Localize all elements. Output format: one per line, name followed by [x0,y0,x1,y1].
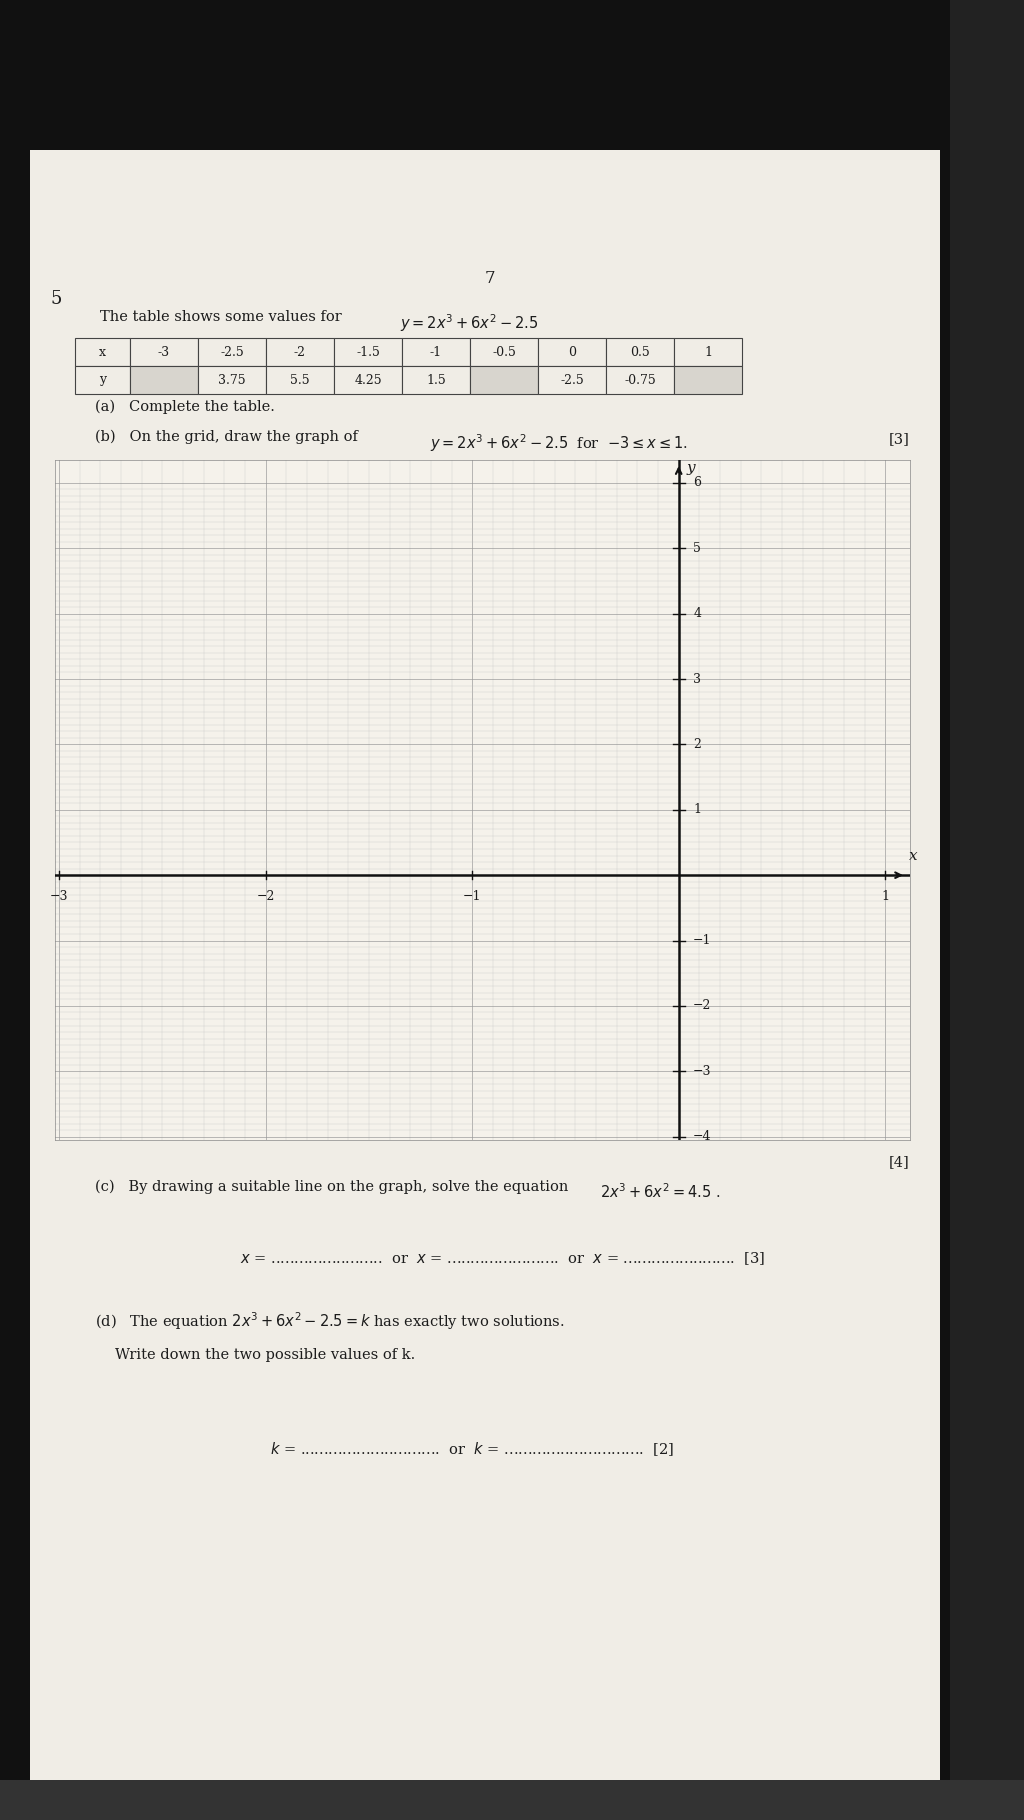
Text: 5.5: 5.5 [290,373,310,386]
Text: 6: 6 [693,477,701,490]
Text: -2.5: -2.5 [560,373,584,386]
Text: y: y [99,373,106,386]
Bar [538,366,606,393]
Text: 0: 0 [568,346,575,359]
Bar [674,339,742,366]
Text: -0.5: -0.5 [493,346,516,359]
Bar [606,339,674,366]
Bar [198,366,266,393]
Text: 4: 4 [693,608,701,621]
Text: 1.5: 1.5 [426,373,445,386]
Text: (a)   Complete the table.: (a) Complete the table. [95,400,274,415]
Text: -3: -3 [158,346,170,359]
Text: $y = 2x^3 + 6x^2 - 2.5$  for  $-3 \leq x \leq 1$.: $y = 2x^3 + 6x^2 - 2.5$ for $-3 \leq x \… [430,431,688,453]
Text: 1: 1 [705,346,712,359]
Text: x: x [909,850,918,863]
Text: −2: −2 [693,999,712,1012]
Text: y: y [687,460,695,475]
Text: (b)   On the grid, draw the graph of: (b) On the grid, draw the graph of [95,430,357,444]
Text: 1: 1 [882,890,889,903]
Bar [130,366,198,393]
Text: −3: −3 [693,1065,712,1077]
Text: (d)   The equation $2x^3 + 6x^2 - 2.5 = k$ has exactly two solutions.: (d) The equation $2x^3 + 6x^2 - 2.5 = k$… [95,1310,564,1332]
Text: −2: −2 [256,890,274,903]
Text: −1: −1 [693,934,712,946]
Text: −1: −1 [463,890,481,903]
Text: 3: 3 [693,673,701,686]
Bar [470,366,538,393]
Text: The table shows some values for: The table shows some values for [100,309,342,324]
Text: −3: −3 [50,890,69,903]
Text: −4: −4 [693,1130,712,1143]
Bar [950,0,1024,1820]
Bar [130,339,198,366]
Bar [538,339,606,366]
Bar [266,339,334,366]
Text: -1: -1 [430,346,442,359]
Text: x: x [99,346,106,359]
Text: $x$ = ........................  or  $x$ = ........................  or  $x$ = ..: $x$ = ........................ or $x$ = … [240,1250,765,1267]
Bar [0,1780,1024,1820]
Text: Write down the two possible values of k.: Write down the two possible values of k. [115,1349,416,1361]
Text: [4]: [4] [889,1156,910,1168]
Text: (c)   By drawing a suitable line on the graph, solve the equation: (c) By drawing a suitable line on the gr… [95,1179,568,1194]
Bar [198,339,266,366]
Text: 0.5: 0.5 [630,346,650,359]
Bar [470,339,538,366]
Text: $2x^3 + 6x^2 = 4.5$ .: $2x^3 + 6x^2 = 4.5$ . [600,1181,720,1201]
Bar [402,366,470,393]
Text: 2: 2 [693,737,701,752]
Text: -2: -2 [294,346,306,359]
Text: 3.75: 3.75 [218,373,246,386]
Bar [402,339,470,366]
Bar [0,0,1024,260]
Bar [334,339,402,366]
Bar [334,366,402,393]
Text: 4.25: 4.25 [354,373,382,386]
Text: 5: 5 [693,542,701,555]
Bar [266,366,334,393]
Text: $k$ = ..............................  or  $k$ = ..............................  : $k$ = .............................. or … [270,1440,674,1458]
Bar [30,149,940,1791]
Bar [606,366,674,393]
Text: [3]: [3] [889,431,910,446]
Text: -2.5: -2.5 [220,346,244,359]
Text: $y = 2x^3 + 6x^2 - 2.5$: $y = 2x^3 + 6x^2 - 2.5$ [400,311,539,333]
Bar [674,366,742,393]
Text: 1: 1 [693,803,701,817]
Text: -1.5: -1.5 [356,346,380,359]
Bar [75,366,130,393]
Text: 7: 7 [484,269,496,288]
Text: -0.75: -0.75 [624,373,656,386]
Bar [75,339,130,366]
Text: 5: 5 [50,289,61,308]
